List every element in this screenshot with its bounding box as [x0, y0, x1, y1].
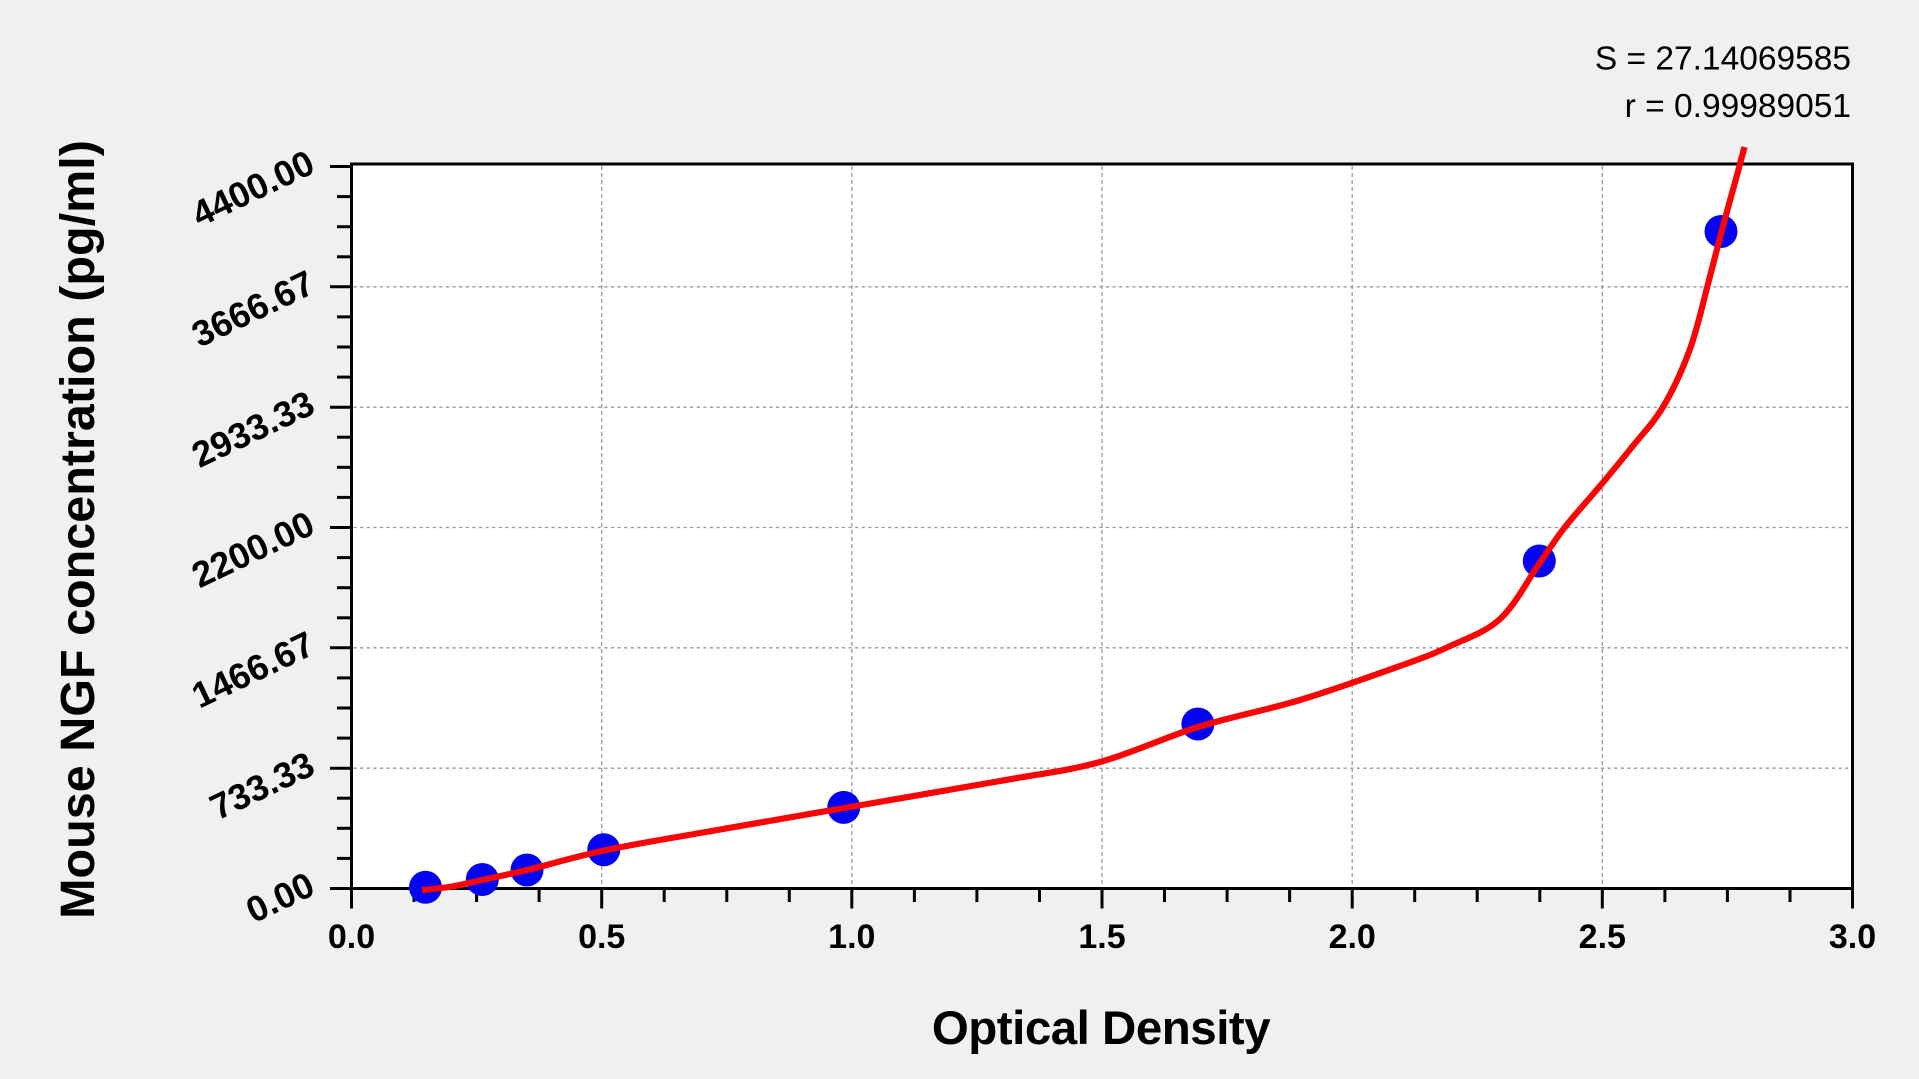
svg-text:2.0: 2.0: [1329, 918, 1376, 956]
svg-text:3.0: 3.0: [1829, 918, 1876, 956]
svg-text:0.0: 0.0: [328, 918, 375, 956]
svg-text:0.5: 0.5: [578, 918, 625, 956]
svg-text:1.5: 1.5: [1078, 918, 1125, 956]
svg-text:r = 0.99989051: r = 0.99989051: [1625, 88, 1851, 125]
svg-text:2.5: 2.5: [1579, 918, 1626, 956]
svg-text:1.0: 1.0: [828, 918, 875, 956]
svg-text:S = 27.14069585: S = 27.14069585: [1595, 41, 1851, 78]
svg-text:Optical Density: Optical Density: [932, 1002, 1271, 1055]
svg-text:Mouse NGF concentration (pg/ml: Mouse NGF concentration (pg/ml): [51, 140, 105, 919]
